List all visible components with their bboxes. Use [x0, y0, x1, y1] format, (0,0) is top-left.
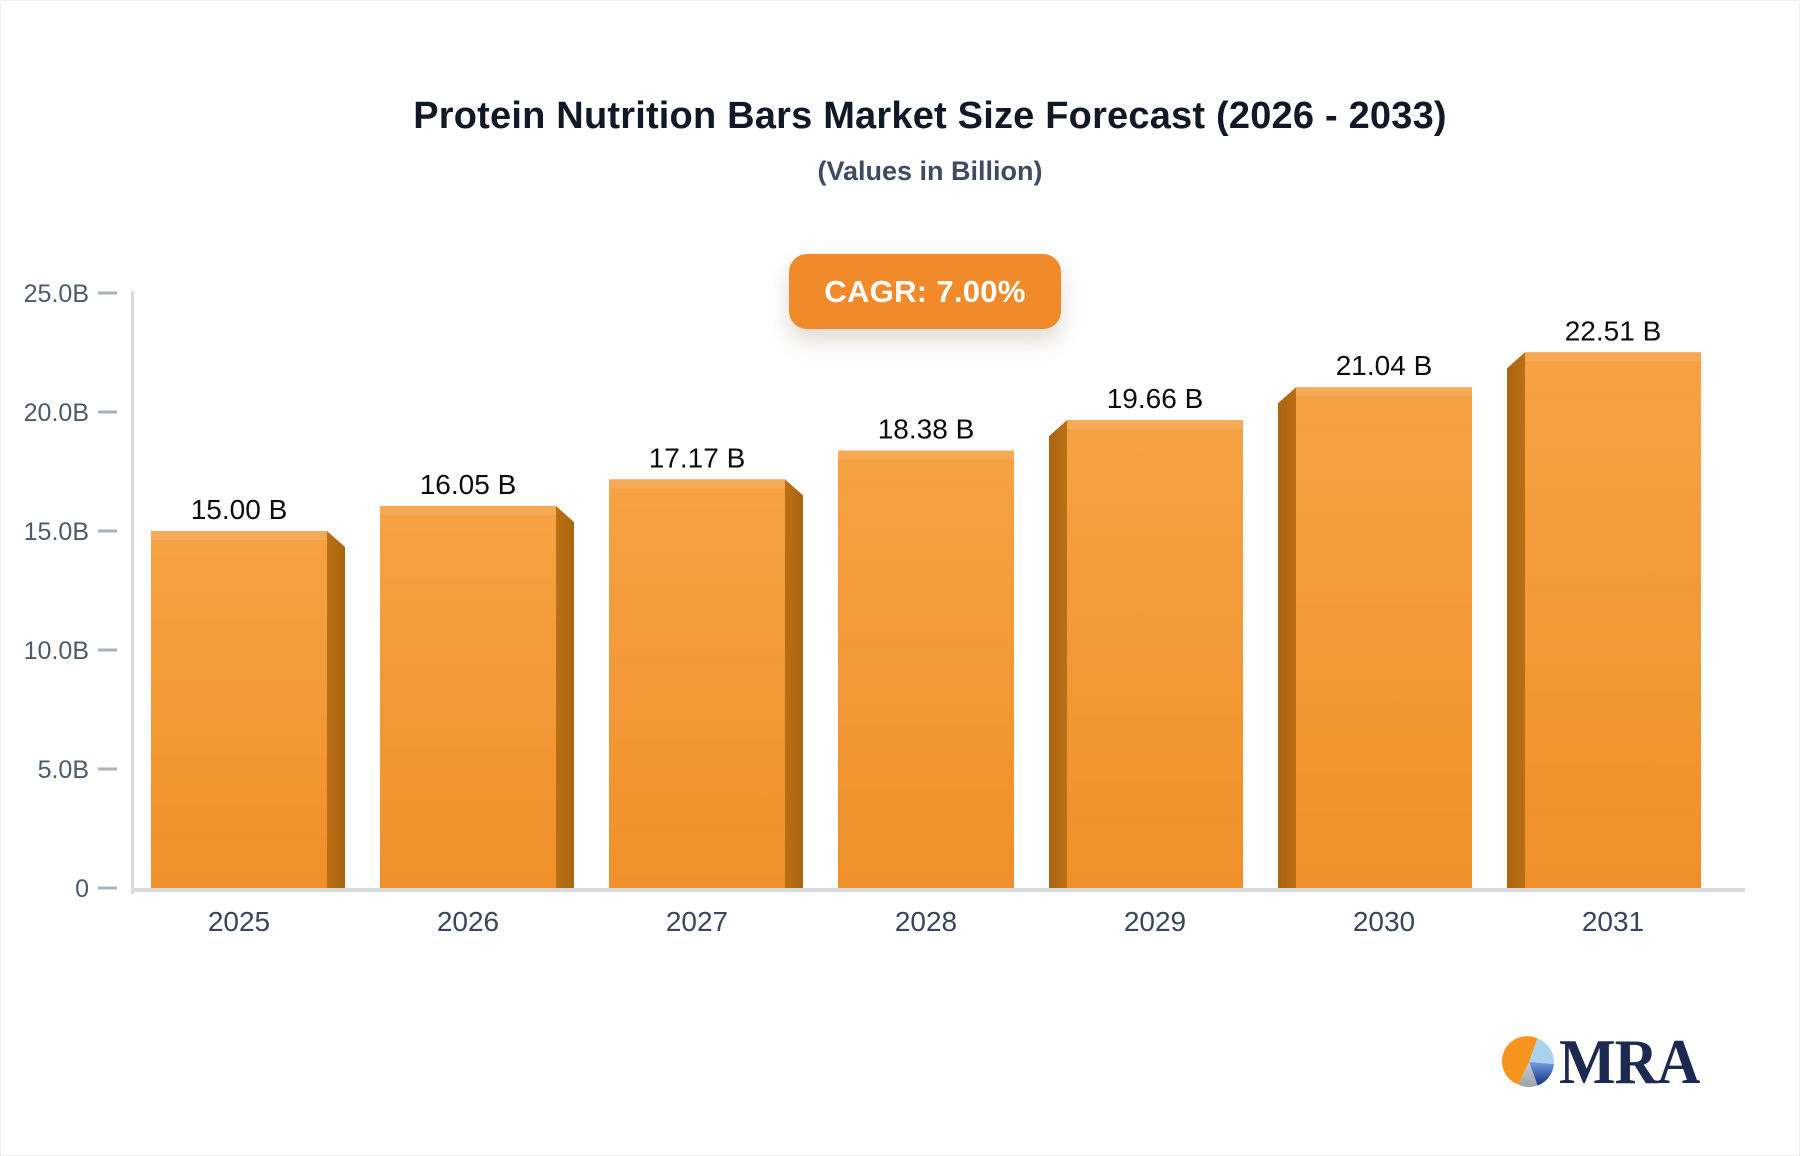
bar-2029	[1067, 420, 1243, 888]
cagr-badge-label: CAGR: 7.00%	[824, 273, 1026, 309]
x-axis-label: 2028	[895, 906, 957, 937]
pie-slice-orange	[1502, 1036, 1538, 1085]
x-axis-label: 2029	[1124, 906, 1186, 937]
bar-value-label: 17.17 B	[649, 442, 746, 473]
y-axis-tick-label: 25.0B	[24, 280, 89, 308]
y-axis-line	[131, 291, 134, 894]
x-axis-label: 2031	[1582, 906, 1644, 937]
bar-top-highlight-2027	[609, 479, 785, 489]
bar-top-highlight-2030	[1296, 387, 1472, 397]
bar-value-label: 19.66 B	[1107, 383, 1204, 414]
bar-2030	[1296, 387, 1472, 888]
bar-2028	[838, 450, 1014, 888]
bar-side-2026	[556, 506, 574, 888]
bar-value-label: 15.00 B	[191, 494, 288, 525]
bar-value-label: 16.05 B	[420, 469, 517, 500]
pie-slice-lightblue	[1529, 1038, 1554, 1065]
bar-2027	[609, 479, 785, 888]
y-axis-tick	[98, 529, 117, 533]
y-axis-tick-label: 5.0B	[38, 756, 89, 784]
bar-2031	[1525, 352, 1701, 889]
y-axis-tick-label: 20.0B	[24, 399, 89, 427]
y-axis-tick-label: 15.0B	[24, 518, 89, 546]
bar-top-highlight-2031	[1525, 352, 1701, 362]
x-axis-label: 2030	[1353, 906, 1415, 937]
x-axis-label: 2025	[208, 906, 270, 937]
bar-top-highlight-2026	[380, 506, 556, 516]
y-axis-tick	[98, 886, 117, 890]
y-axis-tick	[98, 648, 117, 652]
bar-top-highlight-2028	[838, 450, 1014, 460]
pie-slice-gray	[1518, 1062, 1538, 1088]
cagr-badge: CAGR: 7.00%	[789, 254, 1061, 329]
pie-slice-blue	[1529, 1062, 1554, 1086]
x-axis-label: 2027	[666, 906, 728, 937]
bar-2026	[380, 506, 556, 888]
bar-top-highlight-2025	[151, 531, 327, 540]
bar-value-label: 21.04 B	[1336, 350, 1433, 381]
x-axis-label: 2026	[437, 906, 499, 937]
bar-side-2025	[327, 531, 345, 888]
y-axis-tick	[98, 767, 117, 771]
bar-top-highlight-2029	[1067, 420, 1243, 430]
bar-side-2029	[1049, 420, 1067, 888]
pie-chart-icon	[1502, 1036, 1554, 1088]
bar-side-2031	[1507, 352, 1525, 889]
bar-value-label: 18.38 B	[878, 414, 975, 445]
bar-side-2027	[785, 479, 803, 888]
y-axis-tick-label: 0	[75, 875, 89, 903]
x-axis-line	[131, 888, 1745, 892]
logo-text: MRA	[1559, 1027, 1700, 1097]
y-axis-tick	[98, 291, 117, 295]
bar-side-2030	[1278, 387, 1296, 888]
y-axis-tick	[98, 410, 117, 414]
brand-logo: MRA	[1502, 1027, 1700, 1097]
bar-value-label: 22.51 B	[1565, 315, 1662, 346]
y-axis-tick-label: 10.0B	[24, 637, 89, 665]
bar-2025	[151, 531, 327, 888]
